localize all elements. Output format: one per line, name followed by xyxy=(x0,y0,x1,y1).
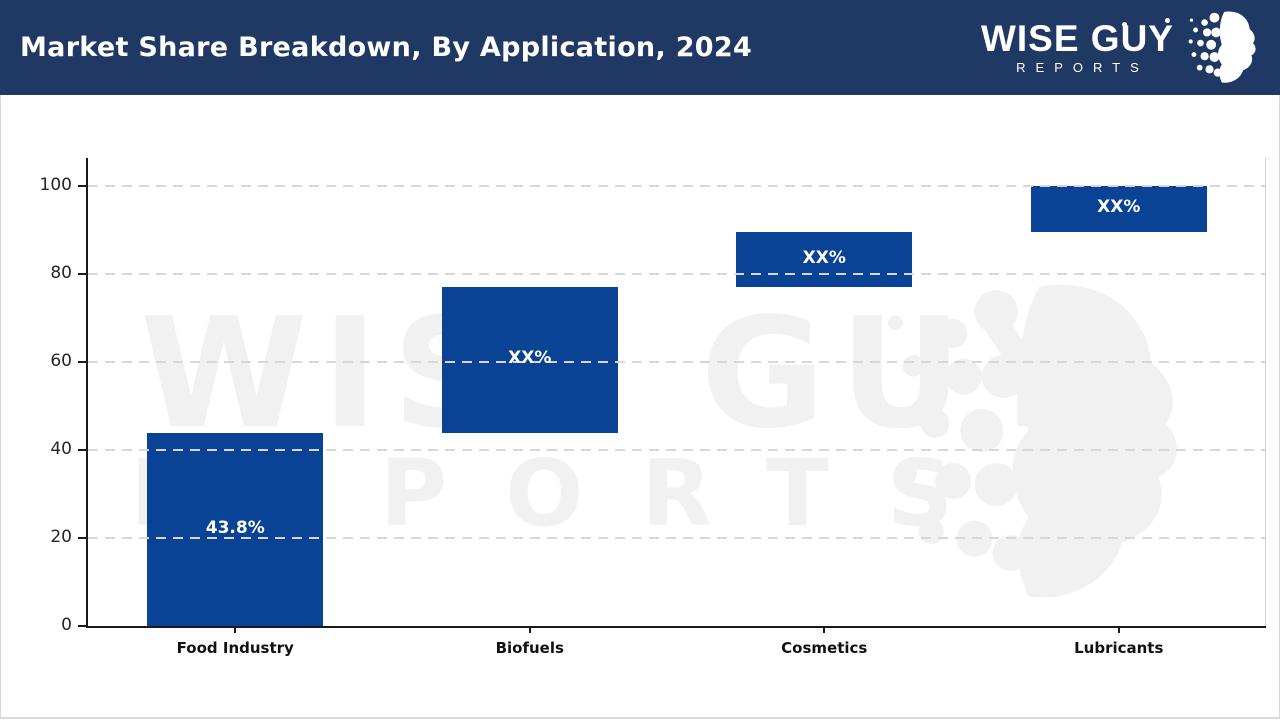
wiseguy-logo: WISE GUY REPORTS xyxy=(981,7,1262,89)
logo-accent-dot xyxy=(1165,18,1170,23)
page-title: Market Share Breakdown, By Application, … xyxy=(20,32,753,63)
y-tick-mark xyxy=(78,449,86,451)
gridline xyxy=(88,537,1266,539)
y-tick-mark xyxy=(78,273,86,275)
bar-biofuels xyxy=(441,287,618,434)
bar-cosmetics xyxy=(736,232,913,288)
y-axis-line xyxy=(86,158,88,628)
header-bar: Market Share Breakdown, By Application, … xyxy=(0,0,1280,95)
gridline xyxy=(88,449,1266,451)
logo-face-icon xyxy=(1188,11,1256,83)
y-tick-label: 20 xyxy=(50,527,72,547)
waterfall-chart: WISE GUY REPORTS 0 20 40 60 80 100 43.8% Food I… xyxy=(0,95,1280,718)
plot-area: 0 20 40 60 80 100 43.8% Food Industry XX% Biofuel… xyxy=(0,95,1280,718)
category-label-food-industry: Food Industry xyxy=(176,639,294,657)
y-tick-mark xyxy=(78,537,86,539)
bar-value-label: XX% xyxy=(802,247,846,268)
category-label-biofuels: Biofuels xyxy=(495,639,564,657)
y-tick-mark xyxy=(78,185,86,187)
bar-lubricants xyxy=(1030,186,1207,233)
y-tick-mark xyxy=(78,625,86,627)
bar-value-label: XX% xyxy=(508,348,552,369)
page-border xyxy=(0,717,1280,719)
bar-value-label: 43.8% xyxy=(205,517,265,538)
page-border xyxy=(0,95,1,718)
gridline xyxy=(88,185,1266,187)
bar-value-label: XX% xyxy=(1097,197,1141,218)
x-tick-mark xyxy=(823,628,826,633)
plot-right-border xyxy=(1265,158,1266,628)
y-tick-mark xyxy=(78,361,86,363)
y-tick-label: 80 xyxy=(50,263,72,283)
category-label-lubricants: Lubricants xyxy=(1074,639,1164,657)
x-tick-mark xyxy=(1117,628,1120,633)
logo-line1: WISE GUY xyxy=(980,18,1174,59)
gridline xyxy=(88,273,1266,275)
x-tick-mark xyxy=(234,628,237,633)
logo-line2: REPORTS xyxy=(1016,60,1149,75)
category-label-cosmetics: Cosmetics xyxy=(781,639,868,657)
gridline xyxy=(88,361,1266,363)
y-tick-label: 40 xyxy=(50,439,72,459)
x-axis-line xyxy=(86,626,1266,628)
y-tick-label: 100 xyxy=(39,175,72,195)
bar-food-industry xyxy=(147,433,324,626)
x-tick-mark xyxy=(528,628,531,633)
logo-text: WISE GUY REPORTS xyxy=(980,18,1174,75)
y-tick-label: 60 xyxy=(50,351,72,371)
logo-accent-dot xyxy=(1122,22,1127,27)
y-tick-label: 0 xyxy=(61,615,72,635)
